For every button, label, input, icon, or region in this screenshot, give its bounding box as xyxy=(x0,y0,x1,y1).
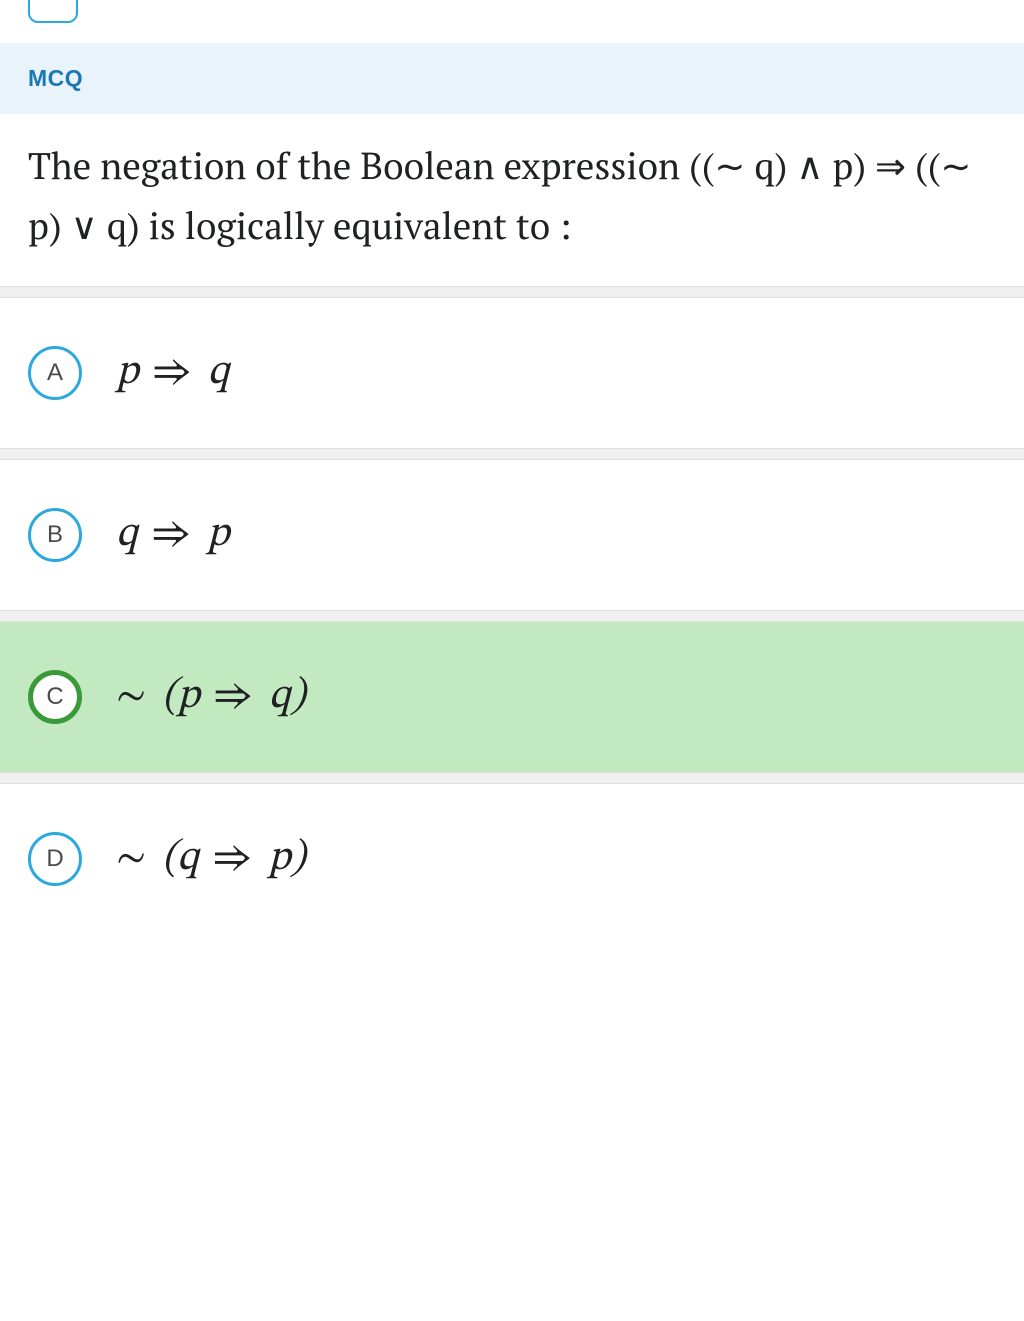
option-letter: B xyxy=(47,521,63,549)
divider xyxy=(0,448,1024,460)
option-row-b[interactable]: Bq ⇒ p xyxy=(0,460,1024,610)
mcq-header: MCQ xyxy=(0,43,1024,114)
question-text: The negation of the Boolean expression (… xyxy=(28,136,996,256)
option-row-c[interactable]: C ∼ (p ⇒ q) xyxy=(0,622,1024,772)
divider xyxy=(0,286,1024,298)
question-block: The negation of the Boolean expression (… xyxy=(0,114,1024,286)
option-content: p ⇒ q xyxy=(116,346,229,399)
option-content: q ⇒ p xyxy=(116,508,229,561)
option-letter: D xyxy=(46,845,63,873)
mcq-label: MCQ xyxy=(28,65,83,91)
top-fragment xyxy=(0,0,1024,38)
option-row-a[interactable]: Ap ⇒ q xyxy=(0,298,1024,448)
option-marker: A xyxy=(28,346,82,400)
option-letter: C xyxy=(46,683,63,711)
option-marker: B xyxy=(28,508,82,562)
divider xyxy=(0,772,1024,784)
option-letter: A xyxy=(47,359,63,387)
rect-fragment xyxy=(28,0,78,23)
options-container: Ap ⇒ qBq ⇒ pC∼ (p ⇒ q)D∼ (q ⇒ p) xyxy=(0,298,1024,934)
option-marker: C xyxy=(28,670,82,724)
divider xyxy=(0,610,1024,622)
option-marker: D xyxy=(28,832,82,886)
option-row-d[interactable]: D ∼ (q ⇒ p) xyxy=(0,784,1024,934)
option-content: ∼ (q ⇒ p) xyxy=(116,832,306,885)
option-content: ∼ (p ⇒ q) xyxy=(116,670,306,723)
